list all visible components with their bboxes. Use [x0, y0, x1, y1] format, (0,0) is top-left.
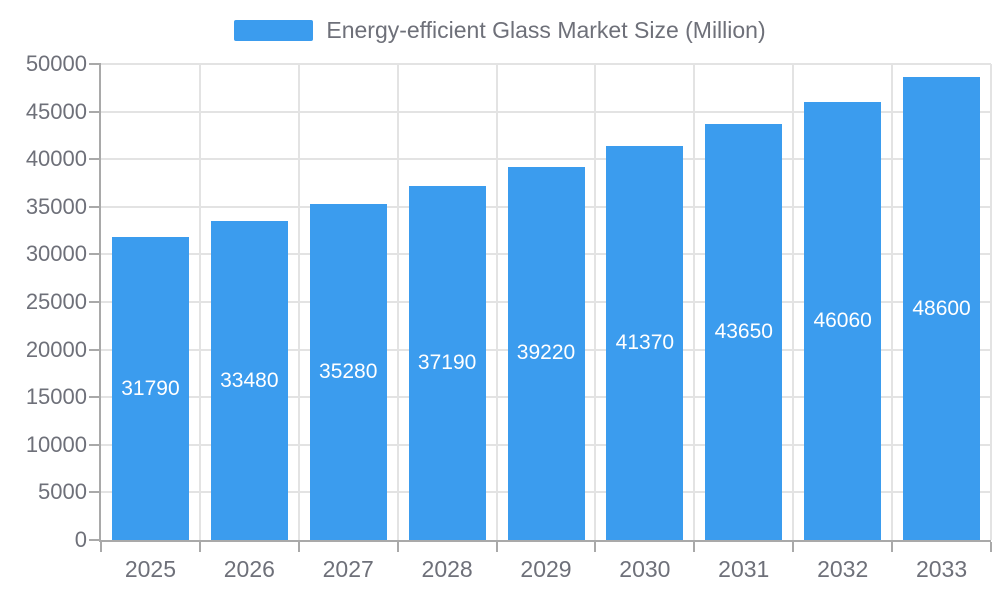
y-tick-label: 50000	[25, 51, 87, 76]
y-tick-mark	[89, 348, 101, 351]
legend[interactable]: Energy-efficient Glass Market Size (Mill…	[0, 17, 1000, 43]
x-tick-mark	[297, 542, 300, 552]
y-tick-label: 40000	[25, 146, 87, 172]
v-gridline	[792, 64, 795, 540]
x-tick-label: 2030	[619, 556, 671, 582]
x-tick-mark	[891, 542, 894, 552]
y-tick-mark	[89, 110, 101, 113]
y-tick-mark	[89, 539, 101, 541]
y-tick-mark	[89, 396, 101, 399]
plot-area: 31790 33480 35280 37190 39220 41370 43650 46060…	[101, 63, 992, 540]
bar-value-label: 33480	[220, 368, 279, 392]
bar-value-label: 48600	[912, 296, 971, 320]
x-tick-label: 2028	[421, 556, 473, 582]
x-axis-line	[99, 540, 991, 542]
bar-2028[interactable]: 37190	[408, 185, 486, 540]
y-tick-label: 20000	[25, 336, 87, 362]
x-tick-mark	[990, 542, 992, 552]
y-tick-mark	[89, 301, 101, 303]
bar-value-label: 41370	[615, 331, 675, 355]
h-gridline	[101, 110, 991, 113]
x-tick-mark	[693, 542, 696, 552]
x-tick-mark	[792, 542, 795, 552]
bar-value-label: 37190	[417, 350, 477, 374]
x-tick-mark	[396, 542, 399, 552]
v-gridline	[594, 64, 597, 540]
bar-2033[interactable]: 48600	[903, 77, 981, 540]
x-tick-label: 2026	[223, 556, 275, 582]
y-axis-line	[99, 64, 101, 542]
y-tick-label: 30000	[25, 241, 87, 267]
v-gridline	[396, 64, 399, 540]
y-tick-label: 0	[74, 527, 87, 552]
h-gridline	[101, 63, 991, 65]
bar-2032[interactable]: 46060	[804, 101, 882, 540]
bar-2029[interactable]: 39220	[507, 166, 585, 540]
x-tick-mark	[100, 542, 102, 552]
y-tick-mark	[89, 253, 101, 256]
bar-value-label: 43650	[714, 320, 773, 344]
x-tick-label: 2033	[915, 556, 968, 582]
v-gridline	[297, 64, 300, 540]
y-tick-mark	[89, 205, 101, 208]
x-tick-mark	[198, 542, 201, 552]
y-tick-label: 10000	[25, 431, 87, 457]
y-tick-label: 35000	[25, 193, 87, 219]
bar-2025[interactable]: 31790	[111, 237, 189, 540]
y-tick-label: 5000	[38, 479, 87, 505]
bar-2030[interactable]: 41370	[606, 146, 684, 540]
h-gridline	[101, 158, 991, 161]
v-gridline	[990, 64, 992, 540]
y-tick-mark	[89, 443, 101, 446]
x-tick-label: 2029	[520, 556, 572, 582]
legend-swatch-icon	[234, 19, 314, 41]
v-gridline	[198, 64, 201, 540]
y-tick-label: 45000	[25, 98, 87, 124]
v-gridline	[891, 64, 894, 540]
x-tick-mark	[594, 542, 597, 552]
legend-label: Energy-efficient Glass Market Size (Mill…	[326, 17, 766, 43]
bar-value-label: 46060	[813, 308, 872, 332]
y-tick-label: 25000	[25, 289, 87, 314]
bar-value-label: 31790	[121, 376, 180, 400]
v-gridline	[495, 64, 498, 540]
x-tick-label: 2027	[322, 556, 374, 582]
bar-2026[interactable]: 33480	[210, 221, 288, 540]
v-gridline	[693, 64, 696, 540]
y-tick-mark	[89, 63, 101, 65]
y-tick-mark	[89, 491, 101, 494]
x-tick-label: 2025	[124, 556, 177, 582]
bar-value-label: 35280	[319, 360, 378, 384]
bar-2031[interactable]: 43650	[705, 124, 783, 540]
bar-value-label: 39220	[516, 341, 576, 365]
y-tick-mark	[89, 158, 101, 161]
bar-2027[interactable]: 35280	[309, 204, 387, 540]
x-tick-mark	[495, 542, 498, 552]
y-tick-label: 15000	[25, 384, 87, 410]
x-tick-label: 2032	[817, 556, 869, 582]
x-tick-label: 2031	[718, 556, 770, 582]
